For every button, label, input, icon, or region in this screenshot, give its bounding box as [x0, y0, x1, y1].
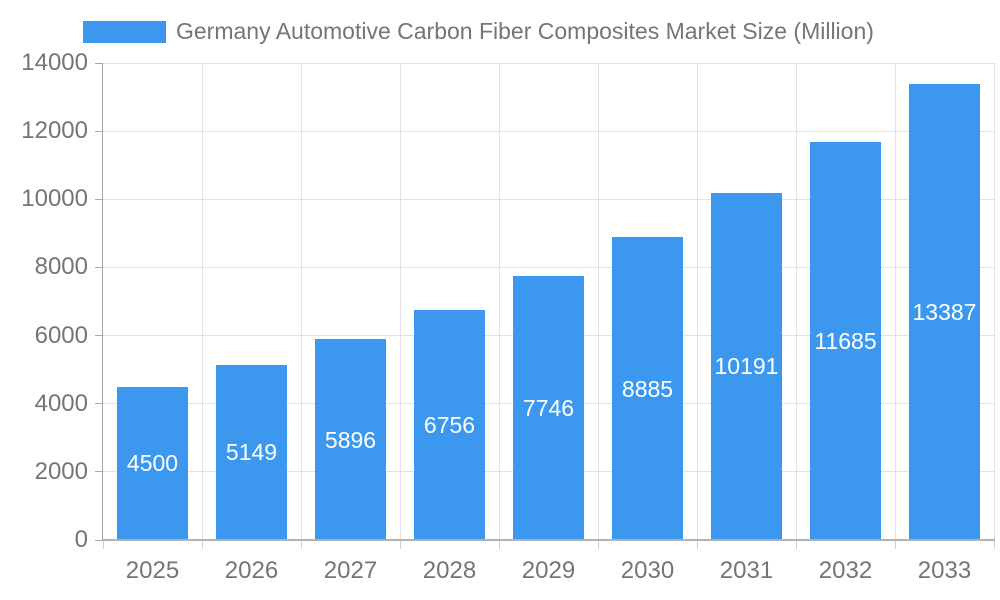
y-axis-label: 0 [74, 526, 88, 553]
bar [216, 364, 287, 540]
bar [810, 141, 881, 540]
bar-value-label: 13387 [912, 298, 977, 325]
v-gridline [894, 63, 896, 540]
bar-value-label: 5149 [225, 439, 278, 466]
y-axis-label: 4000 [34, 389, 88, 417]
h-gridline [103, 198, 994, 200]
y-axis-label: 10000 [21, 185, 88, 213]
bar-value-label: 8885 [621, 375, 674, 402]
v-gridline [696, 63, 698, 540]
y-axis-tick [95, 471, 103, 473]
x-axis-tick [993, 541, 995, 549]
x-axis-tick [498, 541, 500, 549]
x-axis-line [101, 538, 995, 541]
bar [414, 309, 485, 540]
x-axis-tick [597, 541, 599, 549]
v-gridline [399, 63, 401, 540]
x-axis-tick [300, 541, 302, 549]
v-gridline [795, 63, 797, 540]
y-axis-tick [95, 266, 103, 268]
x-axis-label: 2029 [521, 557, 576, 584]
x-axis-tick [795, 541, 797, 549]
v-gridline [300, 63, 302, 540]
x-axis-label: 2028 [422, 557, 477, 584]
bar [909, 83, 980, 540]
v-gridline [498, 63, 500, 540]
y-axis-label: 2000 [34, 457, 88, 485]
legend-swatch [83, 20, 166, 43]
y-axis-label: 14000 [21, 49, 88, 76]
y-axis-label: 12000 [21, 117, 88, 145]
y-axis-tick [95, 539, 103, 541]
v-gridline [993, 63, 995, 540]
x-axis-tick [696, 541, 698, 549]
x-axis-tick [399, 541, 401, 549]
y-axis-label: 6000 [34, 321, 88, 349]
y-axis-line [101, 63, 103, 540]
y-axis-label: 8000 [34, 253, 88, 281]
x-axis-label: 2032 [818, 557, 873, 584]
y-axis-tick [95, 130, 103, 132]
x-axis-label: 2033 [917, 557, 972, 584]
y-axis-tick [95, 403, 103, 405]
h-gridline [103, 130, 994, 132]
bar [612, 237, 683, 540]
bar-value-label: 4500 [126, 450, 179, 477]
h-gridline [103, 266, 994, 268]
h-gridline [103, 62, 994, 64]
x-axis-tick [894, 541, 896, 549]
v-gridline [201, 63, 203, 540]
bar [315, 339, 386, 540]
bar-value-label: 7746 [522, 395, 575, 422]
x-axis-label: 2027 [323, 557, 378, 584]
x-axis-tick [201, 541, 203, 549]
bar-value-label: 6756 [423, 411, 476, 438]
bar [117, 386, 188, 540]
y-axis-tick [95, 198, 103, 200]
v-gridline [597, 63, 599, 540]
bar [513, 276, 584, 540]
x-axis-label: 2025 [125, 557, 180, 584]
bar-value-label: 11685 [814, 327, 877, 354]
bar [711, 192, 782, 540]
x-axis-label: 2031 [719, 557, 774, 584]
x-axis-label: 2026 [224, 557, 279, 584]
y-axis-tick [95, 62, 103, 64]
legend-item[interactable]: Germany Automotive Carbon Fiber Composit… [83, 18, 874, 45]
bar-value-label: 5896 [324, 426, 377, 453]
x-axis-tick [102, 541, 104, 549]
bar-value-label: 10191 [714, 353, 779, 380]
y-axis-tick [95, 335, 103, 337]
legend-label: Germany Automotive Carbon Fiber Composit… [176, 18, 874, 44]
x-axis-label: 2030 [620, 557, 675, 584]
